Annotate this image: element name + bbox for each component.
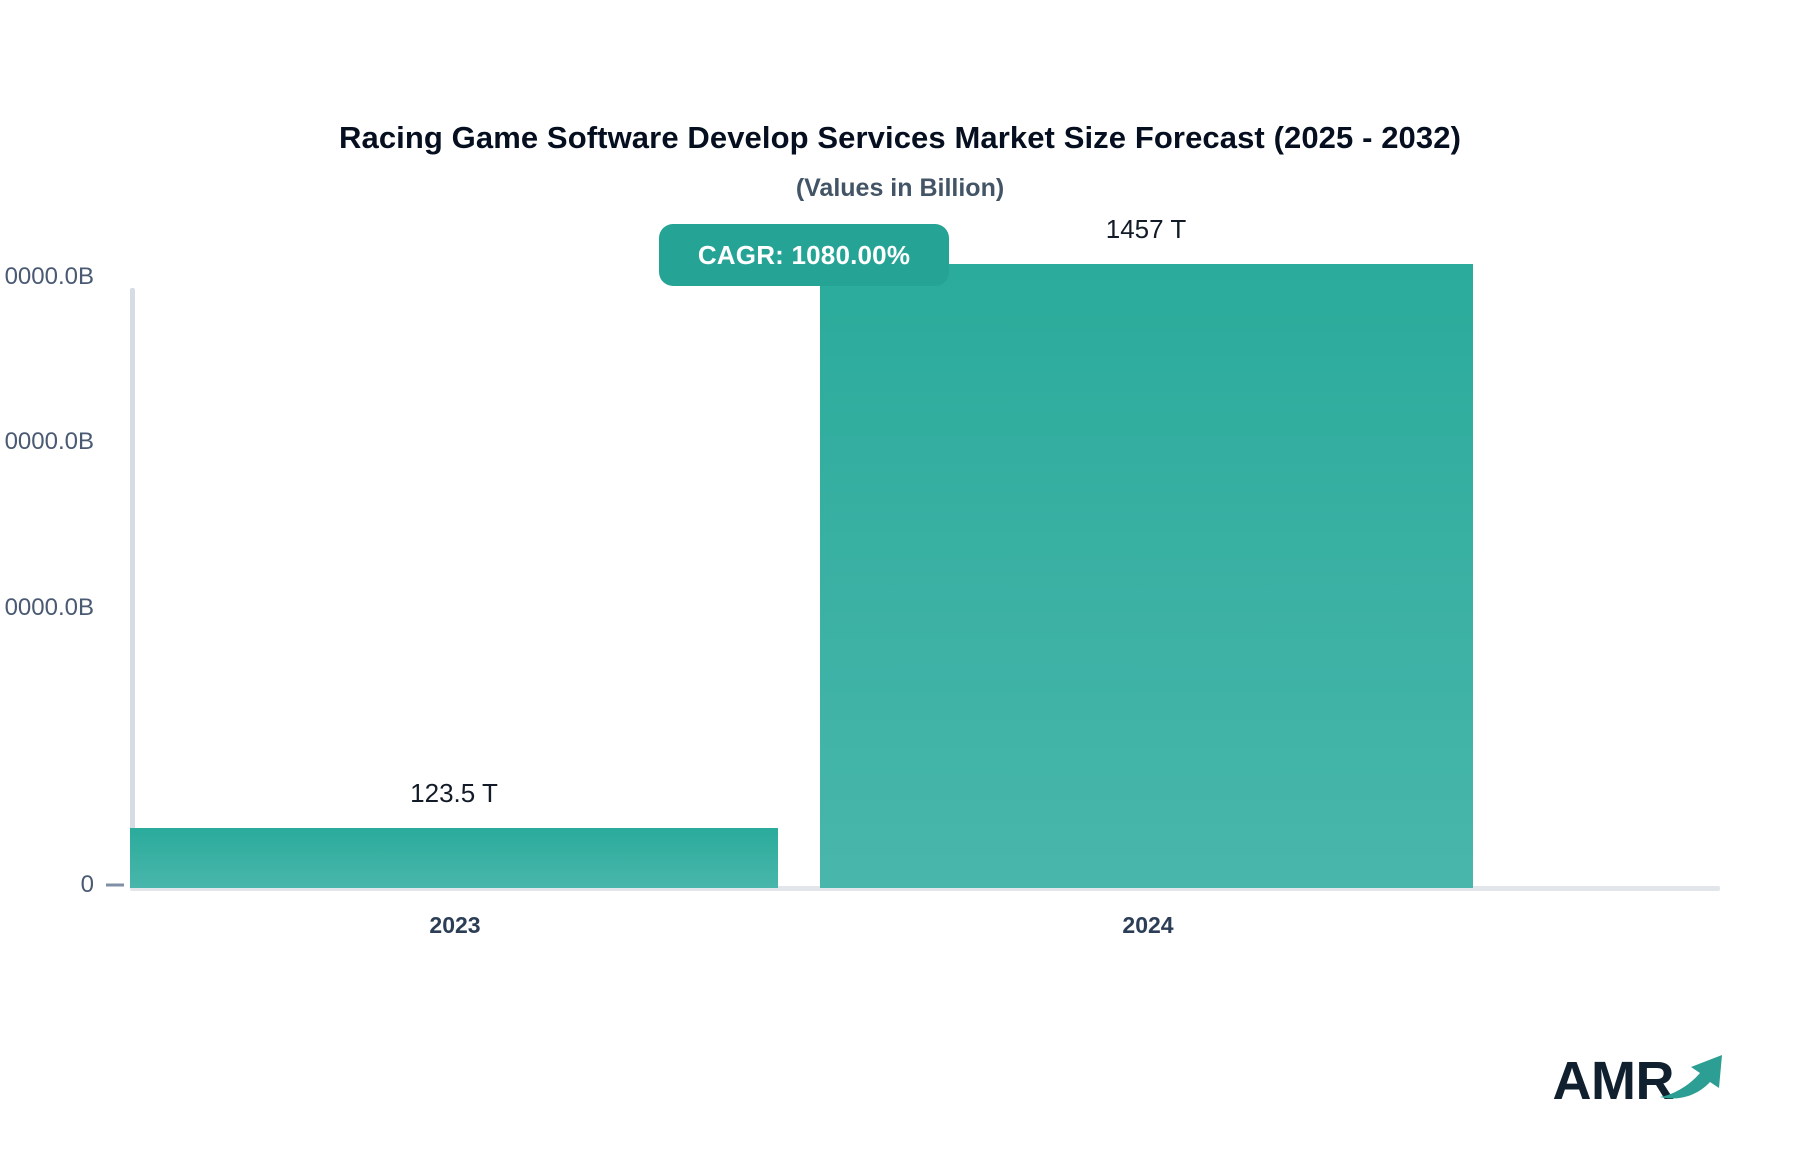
amr-logo-text: AMR xyxy=(1552,1051,1675,1111)
plot-area: 123.5 T 1457 T xyxy=(130,214,1720,888)
cagr-badge: CAGR: 1080.00% xyxy=(659,224,949,286)
bar-value-label-2024: 1457 T xyxy=(1105,214,1187,244)
page-title: Racing Game Software Develop Services Ma… xyxy=(339,120,1461,155)
amr-logo: AMR xyxy=(1553,1047,1746,1108)
y-axis-zero-tick-mark xyxy=(106,883,124,887)
bar-value-label-2023: 123.5 T xyxy=(410,778,498,808)
x-axis-tick-label-2023: 2023 xyxy=(429,912,481,938)
bar-2024[interactable] xyxy=(820,264,1473,888)
chart-subtitle: (Values in Billion) xyxy=(795,174,1005,202)
bar-2023[interactable] xyxy=(130,828,778,888)
y-axis-tick-label-2: 0000.0B xyxy=(4,428,94,455)
growth-arrow-icon xyxy=(1658,1045,1730,1106)
y-axis-tick-label-1: 0000.0B xyxy=(4,263,94,290)
x-axis-tick-label-2024: 2024 xyxy=(1122,912,1174,938)
y-axis-line xyxy=(130,288,135,888)
y-axis-tick-label-zero: 0 xyxy=(80,871,94,898)
x-axis-line xyxy=(130,886,1720,891)
y-axis-tick-label-3: 0000.0B xyxy=(4,594,94,621)
